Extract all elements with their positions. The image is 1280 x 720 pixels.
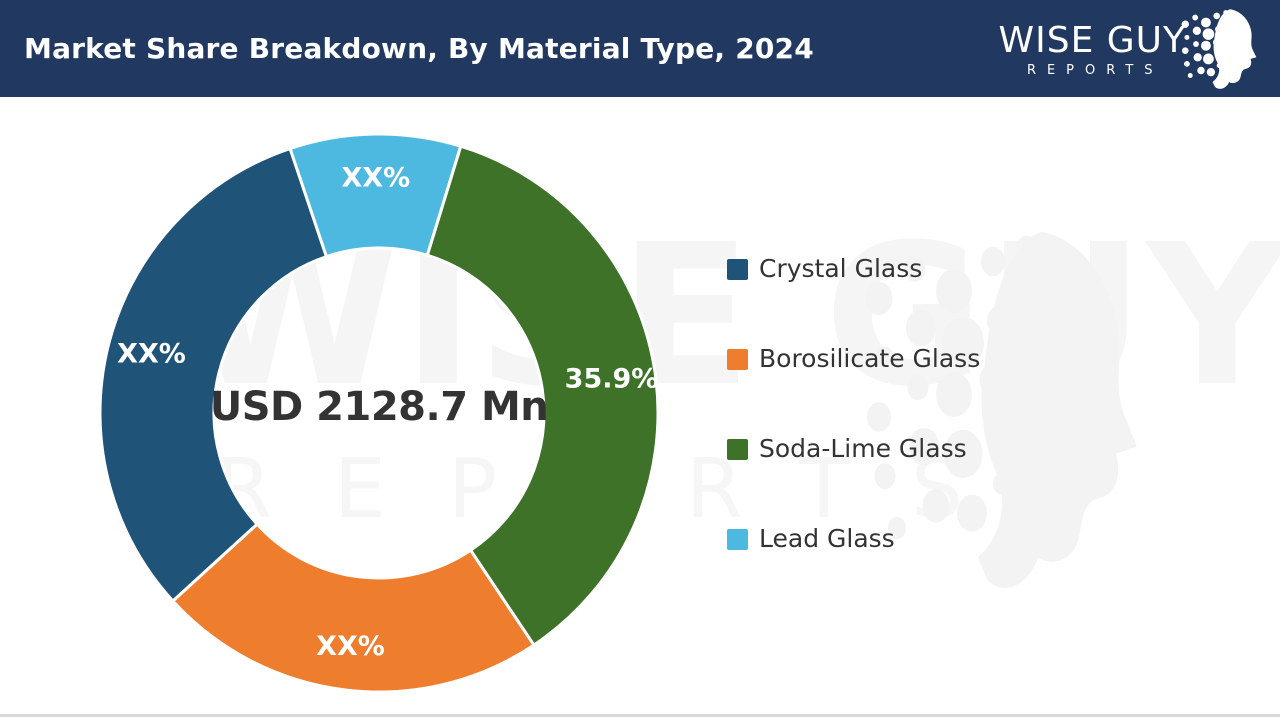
legend-swatch-icon — [727, 438, 748, 460]
page-title: Market Share Breakdown, By Material Type… — [24, 32, 814, 65]
donut-segment-soda-lime-glass — [425, 144, 660, 647]
legend-item-borosilicate-glass: Borosilicate Glass — [727, 345, 980, 373]
segment-label: 35.9% — [565, 363, 659, 394]
donut-segment-borosilicate-glass — [171, 522, 536, 694]
watermark-face-icon — [865, 231, 1137, 589]
legend-item-lead-glass: Lead Glass — [727, 525, 980, 553]
legend-swatch-icon — [727, 258, 748, 280]
legend-label: Lead Glass — [759, 524, 895, 553]
segment-label: XX% — [316, 631, 385, 662]
logo-face-icon — [1181, 9, 1257, 89]
logo-text: WISE GUY REPORTS — [998, 19, 1187, 78]
donut-segment-crystal-glass — [98, 147, 328, 603]
legend-item-soda-lime-glass: Soda-Lime Glass — [727, 435, 980, 463]
segment-label: XX% — [117, 339, 186, 370]
chart-center-value: USD 2128.7 Mn — [209, 384, 549, 430]
chart-area: WISE GUY REPORTS XX%35.9%XX%XX% USD 2128… — [0, 97, 1280, 717]
legend-label: Crystal Glass — [759, 254, 923, 283]
header-bar: Market Share Breakdown, By Material Type… — [0, 0, 1280, 97]
logo-subtitle: REPORTS — [1026, 62, 1164, 78]
logo-wordmark: WISE GUY — [998, 19, 1186, 61]
legend-swatch-icon — [727, 528, 748, 550]
chart-legend: Crystal Glass Borosilicate Glass Soda-Li… — [727, 255, 980, 615]
legend-label: Soda-Lime Glass — [759, 434, 967, 463]
legend-swatch-icon — [727, 348, 748, 370]
segment-label: XX% — [341, 163, 410, 194]
wiseguy-logo: WISE GUY REPORTS — [999, 6, 1267, 92]
donut-chart: XX% 35.9% XX% XX% — [98, 132, 660, 694]
legend-item-crystal-glass: Crystal Glass — [727, 255, 980, 283]
legend-label: Borosilicate Glass — [759, 344, 981, 373]
